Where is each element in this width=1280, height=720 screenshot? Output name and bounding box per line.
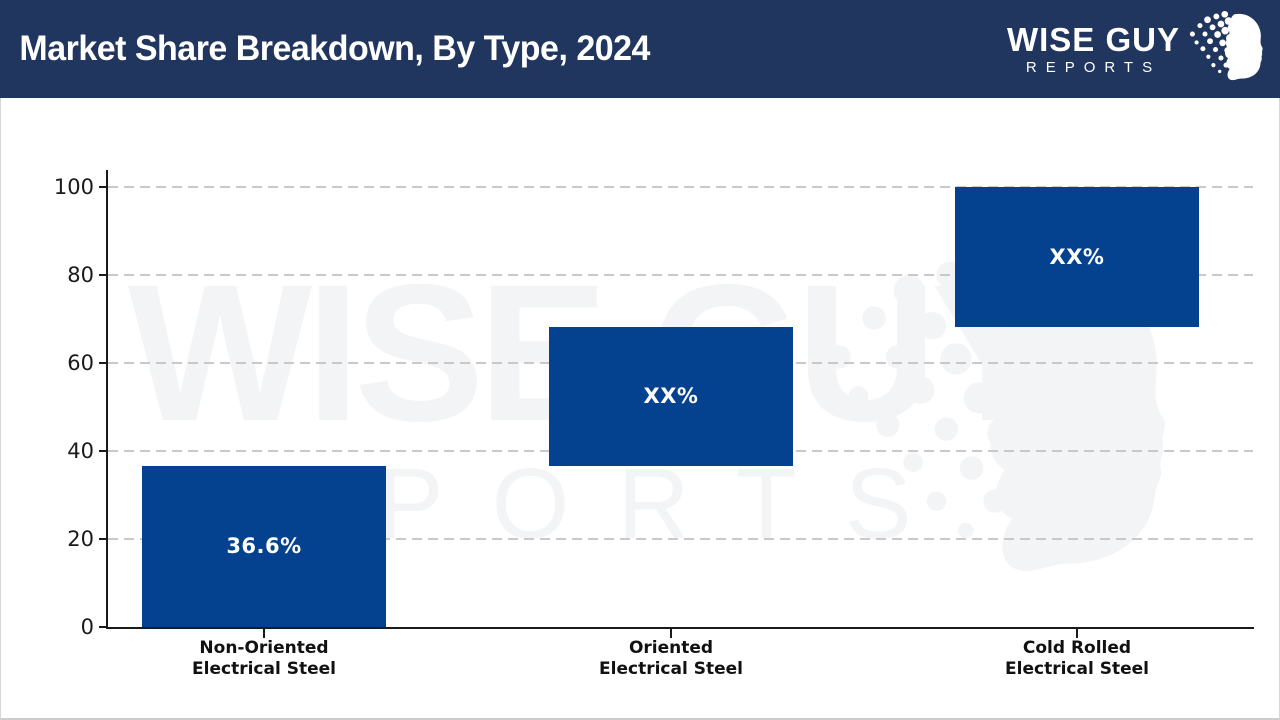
bar-value-label: XX% xyxy=(1049,244,1105,269)
category-line: Oriented xyxy=(628,638,714,658)
header-bar: Market Share Breakdown, By Type, 2024 WI… xyxy=(0,0,1280,98)
brand-subtitle: REPORTS xyxy=(1025,59,1162,76)
bar-segment-1: XX% xyxy=(549,326,793,466)
x-tick-category-1 xyxy=(670,629,672,638)
brand-name: WISE GUY xyxy=(1006,21,1180,58)
bar-segment-0: 36.6% xyxy=(142,465,386,627)
chart-title: Market Share Breakdown, By Type, 2024 xyxy=(19,29,650,68)
category-line: Cold Rolled xyxy=(1022,638,1132,658)
gridline-80 xyxy=(108,274,1253,276)
category-line: Electrical Steel xyxy=(192,659,336,679)
y-tick-60 xyxy=(99,362,106,364)
brand-logo: WISE GUY REPORTS xyxy=(1007,4,1268,96)
y-tick-label: 0 xyxy=(80,615,94,639)
y-tick-100 xyxy=(99,186,106,188)
x-category-label-1: Oriented Electrical Steel xyxy=(521,638,821,680)
category-line: Electrical Steel xyxy=(1005,659,1149,679)
category-line: Non-Oriented xyxy=(199,638,329,658)
y-tick-label: 40 xyxy=(67,439,94,463)
gridline-100 xyxy=(108,186,1253,188)
x-category-label-0: Non-Oriented Electrical Steel xyxy=(114,638,414,680)
face-dots-icon xyxy=(1184,8,1268,92)
y-tick-0 xyxy=(99,626,106,628)
y-tick-80 xyxy=(99,274,106,276)
bar-value-label: 36.6% xyxy=(226,534,302,559)
chart-area: WISE GUY REPORTS 100 80 60 40 20 0 36.6%… xyxy=(0,98,1280,718)
y-tick-label: 100 xyxy=(53,175,94,199)
gridline-20 xyxy=(108,538,1253,540)
bar-segment-2: XX% xyxy=(955,187,1199,327)
x-category-label-2: Cold Rolled Electrical Steel xyxy=(927,638,1227,680)
y-tick-20 xyxy=(99,538,106,540)
x-tick-category-0 xyxy=(263,629,265,638)
x-tick-category-2 xyxy=(1076,629,1078,638)
y-tick-label: 60 xyxy=(67,351,94,375)
brand-logo-text: WISE GUY REPORTS xyxy=(1007,23,1180,77)
y-tick-40 xyxy=(99,450,106,452)
bar-value-label: XX% xyxy=(643,384,699,409)
y-tick-label: 20 xyxy=(67,527,94,551)
x-axis-line xyxy=(106,627,1254,629)
category-line: Electrical Steel xyxy=(599,659,743,679)
y-tick-label: 80 xyxy=(67,263,94,287)
y-axis-line xyxy=(106,170,108,629)
